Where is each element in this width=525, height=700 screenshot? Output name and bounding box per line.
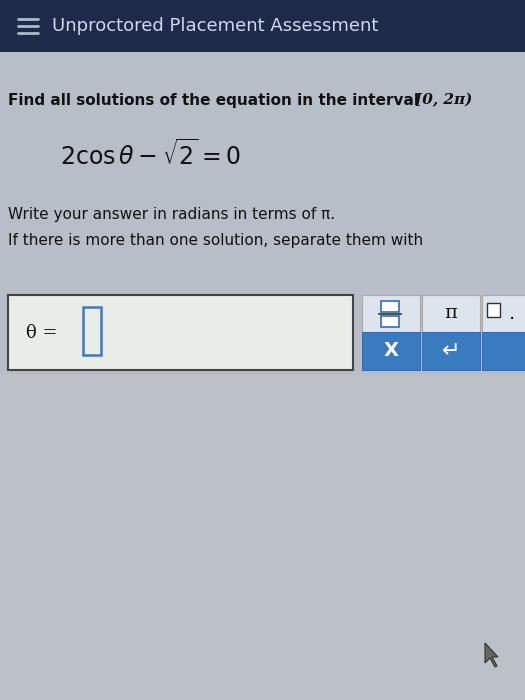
Text: .: . — [509, 304, 515, 323]
Text: Unproctored Placement Assessment: Unproctored Placement Assessment — [52, 17, 379, 35]
Bar — [362, 295, 420, 332]
Polygon shape — [485, 643, 498, 667]
Bar — [0, 375, 525, 700]
Text: ↵: ↵ — [442, 341, 460, 361]
Bar — [381, 316, 399, 327]
Bar — [0, 0, 525, 52]
Text: Find all solutions of the equation in the interval: Find all solutions of the equation in th… — [8, 92, 424, 108]
Text: π: π — [445, 304, 457, 323]
Bar — [83, 307, 101, 355]
Text: $2\cos\theta - \sqrt{2} = 0$: $2\cos\theta - \sqrt{2} = 0$ — [60, 140, 241, 170]
Bar — [381, 301, 399, 312]
Bar — [487, 303, 500, 317]
Text: X: X — [383, 342, 398, 360]
Text: If there is more than one solution, separate them with: If there is more than one solution, sepa… — [8, 232, 423, 248]
Bar — [362, 332, 420, 370]
Text: [0, 2π): [0, 2π) — [415, 93, 472, 107]
Bar — [422, 332, 480, 370]
Text: θ =: θ = — [26, 323, 63, 342]
Bar — [482, 332, 525, 370]
Bar — [8, 295, 353, 370]
Bar — [482, 295, 525, 332]
Bar — [422, 295, 480, 332]
Text: Write your answer in radians in terms of π.: Write your answer in radians in terms of… — [8, 207, 335, 223]
